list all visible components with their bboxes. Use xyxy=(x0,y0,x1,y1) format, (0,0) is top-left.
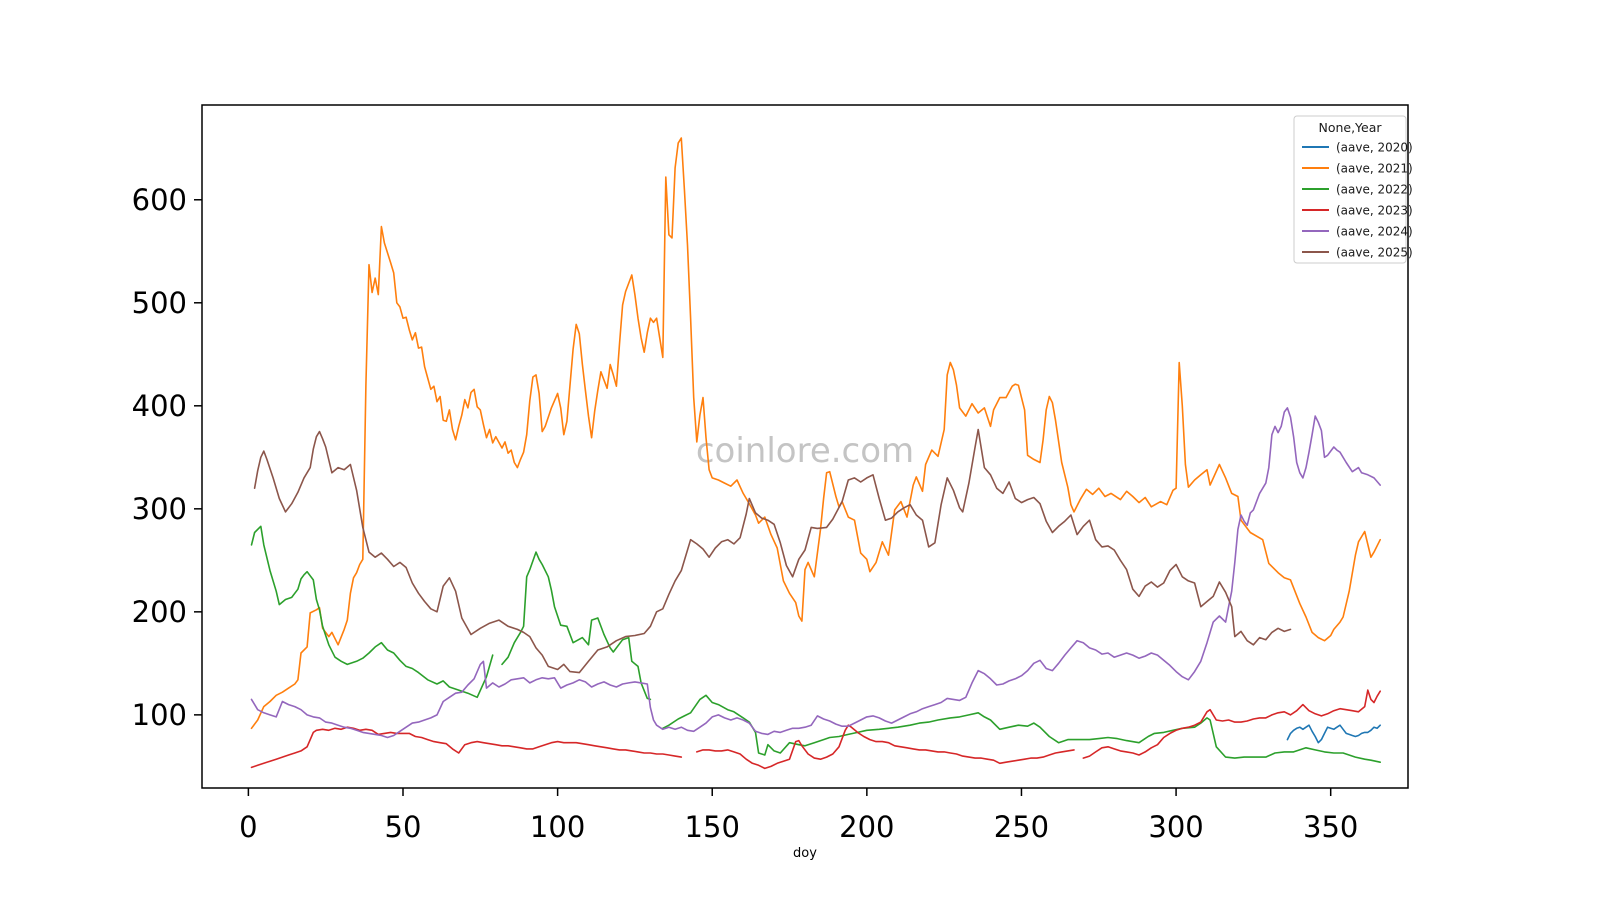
series-line-aave-2022 xyxy=(501,551,652,701)
series-line-aave-2023 xyxy=(1082,689,1381,759)
legend: None,Year (aave, 2020)(aave, 2021)(aave,… xyxy=(1293,115,1413,264)
x-tick-label: 300 xyxy=(1148,810,1203,844)
x-tick-label: 250 xyxy=(994,810,1049,844)
series-line-aave-2022 xyxy=(661,694,1381,764)
y-tick-label: 500 xyxy=(132,286,187,320)
series-line-aave-2023 xyxy=(695,724,1075,770)
y-tick-label: 400 xyxy=(132,389,187,423)
legend-entry-label: (aave, 2020) xyxy=(1336,141,1413,155)
x-tick-label: 0 xyxy=(239,810,257,844)
legend-item: (aave, 2024) xyxy=(1302,225,1413,239)
plot-area-border xyxy=(201,104,1409,789)
x-tick-label: 50 xyxy=(385,810,422,844)
axis-ticks: 0 50 100 150 200 250 300 350 100 200 300 400 500 600 xyxy=(132,183,1359,844)
legend-entry-label: (aave, 2021) xyxy=(1336,162,1413,176)
x-tick-label: 200 xyxy=(839,810,894,844)
x-tick-label: 100 xyxy=(530,810,585,844)
series-line-aave-2025 xyxy=(253,428,1292,674)
legend-item: (aave, 2020) xyxy=(1302,141,1413,155)
legend-entry-label: (aave, 2022) xyxy=(1336,183,1413,197)
legend-entry-label: (aave, 2023) xyxy=(1336,204,1413,218)
legend-item: (aave, 2022) xyxy=(1302,183,1413,197)
series-line-aave-2020 xyxy=(1286,724,1381,744)
series-lines xyxy=(250,137,1381,770)
series-line-aave-2023 xyxy=(250,726,683,769)
legend-item: (aave, 2025) xyxy=(1302,246,1413,260)
legend-item: (aave, 2021) xyxy=(1302,162,1413,176)
legend-entry-label: (aave, 2025) xyxy=(1336,246,1413,260)
y-tick-label: 600 xyxy=(132,183,187,217)
legend-box xyxy=(1293,115,1407,264)
legend-items: (aave, 2020) (aave, 2021) (aave, 2022) (aav… xyxy=(1302,141,1413,260)
series-line-aave-2021 xyxy=(250,137,1381,730)
y-tick-label: 100 xyxy=(132,698,187,732)
legend-entry-label: (aave, 2024) xyxy=(1336,225,1413,239)
y-tick-label: 200 xyxy=(132,595,187,629)
series-line-aave-2022 xyxy=(250,525,494,699)
y-tick-label: 300 xyxy=(132,492,187,526)
watermark: coinlore.com xyxy=(696,431,914,471)
series-line-aave-2024 xyxy=(250,407,1381,739)
x-tick-label: 150 xyxy=(685,810,740,844)
legend-item: (aave, 2023) xyxy=(1302,204,1413,218)
x-tick-label: 350 xyxy=(1303,810,1358,844)
legend-title: None,Year xyxy=(1318,120,1382,135)
x-axis-label: doy xyxy=(793,846,817,861)
